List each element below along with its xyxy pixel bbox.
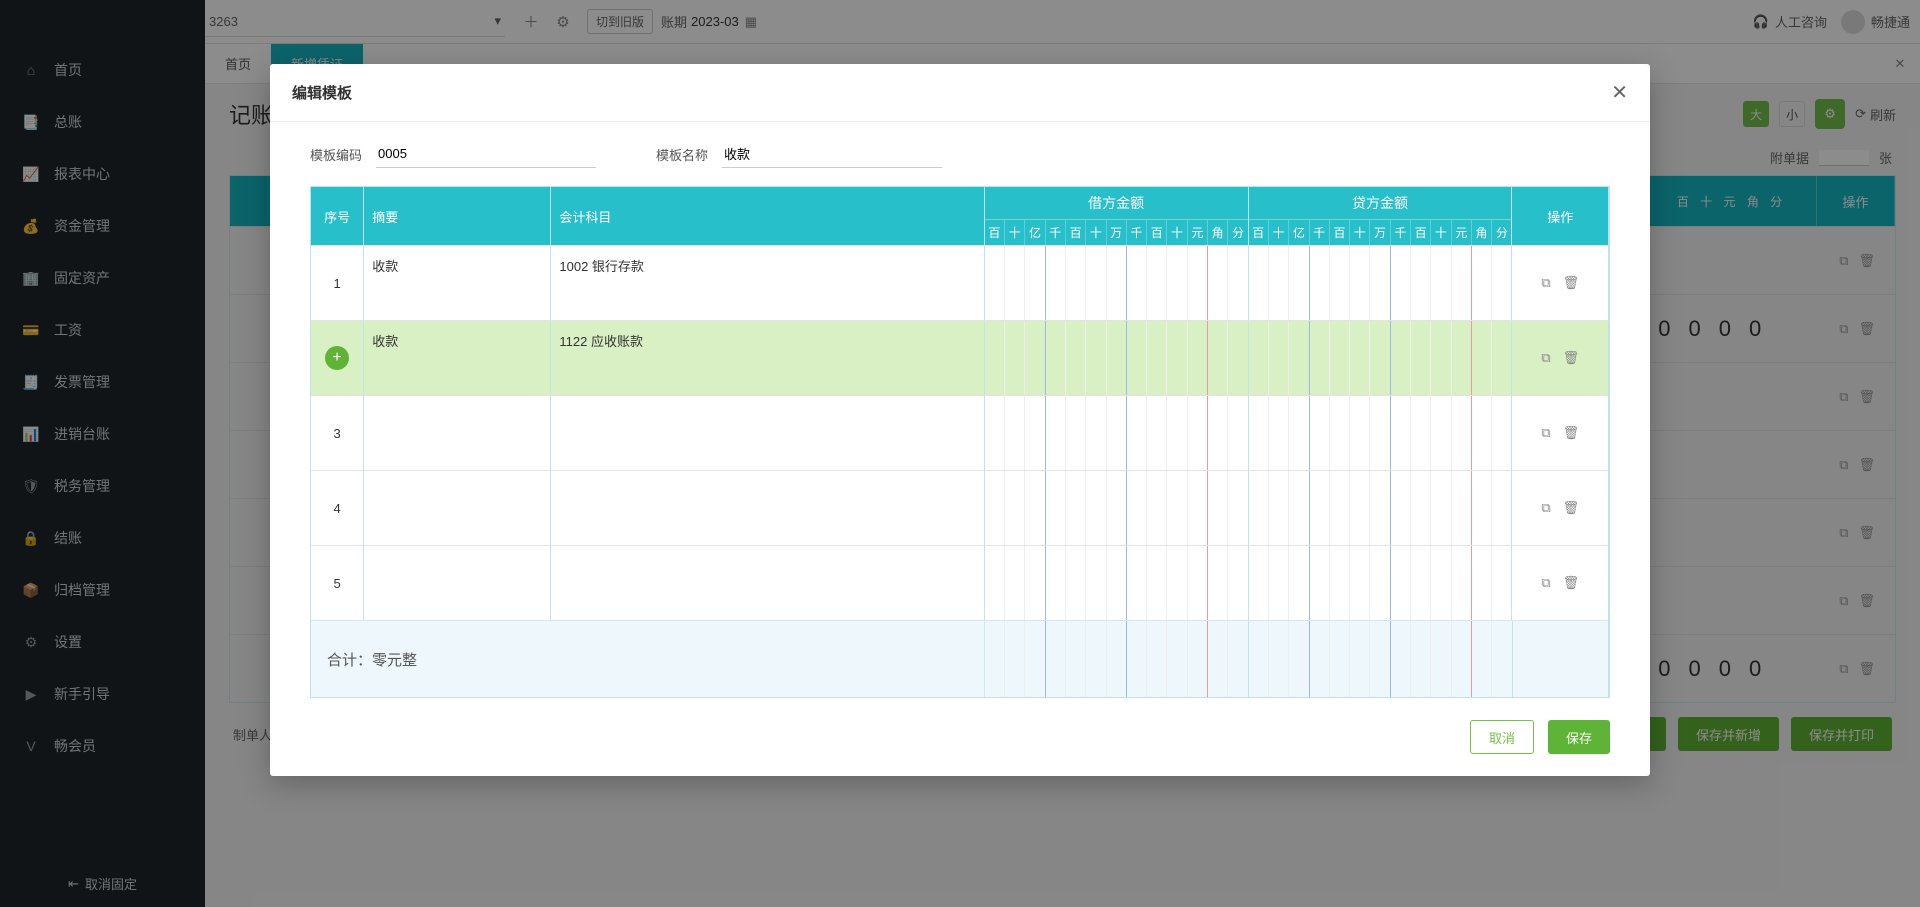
row-summary[interactable]: [364, 396, 551, 470]
total-label: 合计：零元整: [311, 621, 985, 697]
copy-icon[interactable]: ⧉: [1541, 500, 1550, 516]
delete-icon[interactable]: 🗑: [1563, 500, 1580, 516]
delete-icon[interactable]: 🗑: [1563, 575, 1580, 591]
th-ops: 操作: [1512, 187, 1609, 245]
modal-save-button[interactable]: 保存: [1548, 720, 1610, 754]
row-index: 1: [311, 246, 364, 320]
table-row[interactable]: 5 ⧉ 🗑: [311, 545, 1609, 620]
copy-icon[interactable]: ⧉: [1541, 350, 1550, 366]
add-row-button[interactable]: +: [325, 346, 349, 370]
copy-icon[interactable]: ⧉: [1541, 425, 1550, 441]
template-name-label: 模板名称: [656, 145, 708, 164]
edit-template-modal: 编辑模板 ✕ 模板编码 模板名称 序号 摘要 会计科目 借方金额: [270, 64, 1650, 776]
th-debit: 借方金额 百十亿千百十万千百十元角分: [985, 187, 1249, 245]
th-credit: 贷方金额 百十亿千百十万千百十元角分: [1249, 187, 1513, 245]
th-account: 会计科目: [551, 187, 984, 245]
row-credit[interactable]: [1249, 471, 1513, 545]
row-summary[interactable]: [364, 471, 551, 545]
modal-title: 编辑模板: [292, 82, 352, 103]
template-table: 序号 摘要 会计科目 借方金额 百十亿千百十万千百十元角分 贷方金额 百十亿千百…: [310, 186, 1610, 698]
row-summary[interactable]: [364, 546, 551, 620]
cancel-button[interactable]: 取消: [1470, 720, 1534, 754]
table-row[interactable]: 1收款1002 银行存款 ⧉ 🗑: [311, 245, 1609, 320]
delete-icon[interactable]: 🗑: [1563, 350, 1580, 366]
row-index: 4: [311, 471, 364, 545]
row-summary[interactable]: 收款: [364, 321, 551, 395]
row-summary[interactable]: 收款: [364, 246, 551, 320]
row-account[interactable]: 1122 应收账款: [551, 321, 984, 395]
copy-icon[interactable]: ⧉: [1541, 575, 1550, 591]
row-account[interactable]: [551, 546, 984, 620]
th-credit-label: 贷方金额: [1352, 187, 1408, 219]
row-debit[interactable]: [985, 396, 1249, 470]
delete-icon[interactable]: 🗑: [1563, 275, 1580, 291]
credit-total-grid: [1249, 621, 1512, 697]
row-account[interactable]: [551, 471, 984, 545]
template-code-label: 模板编码: [310, 145, 362, 164]
th-index: 序号: [311, 187, 364, 245]
row-debit[interactable]: [985, 321, 1249, 395]
table-row[interactable]: 3 ⧉ 🗑: [311, 395, 1609, 470]
copy-icon[interactable]: ⧉: [1541, 275, 1550, 291]
th-debit-label: 借方金额: [1088, 187, 1144, 219]
row-account[interactable]: 1002 银行存款: [551, 246, 984, 320]
row-credit[interactable]: [1249, 546, 1513, 620]
row-debit[interactable]: [985, 246, 1249, 320]
delete-icon[interactable]: 🗑: [1563, 425, 1580, 441]
debit-total-grid: [985, 621, 1248, 697]
row-credit[interactable]: [1249, 246, 1513, 320]
template-code-input[interactable]: [376, 140, 596, 168]
template-name-input[interactable]: [722, 140, 942, 168]
close-icon[interactable]: ✕: [1611, 80, 1628, 105]
row-debit[interactable]: [985, 471, 1249, 545]
row-credit[interactable]: [1249, 321, 1513, 395]
table-row[interactable]: 4 ⧉ 🗑: [311, 470, 1609, 545]
row-index: +: [311, 321, 364, 395]
row-debit[interactable]: [985, 546, 1249, 620]
th-summary: 摘要: [364, 187, 551, 245]
row-index: 5: [311, 546, 364, 620]
table-row[interactable]: + 收款1122 应收账款 ⧉ 🗑: [311, 320, 1609, 395]
row-credit[interactable]: [1249, 396, 1513, 470]
row-index: 3: [311, 396, 364, 470]
row-account[interactable]: [551, 396, 984, 470]
